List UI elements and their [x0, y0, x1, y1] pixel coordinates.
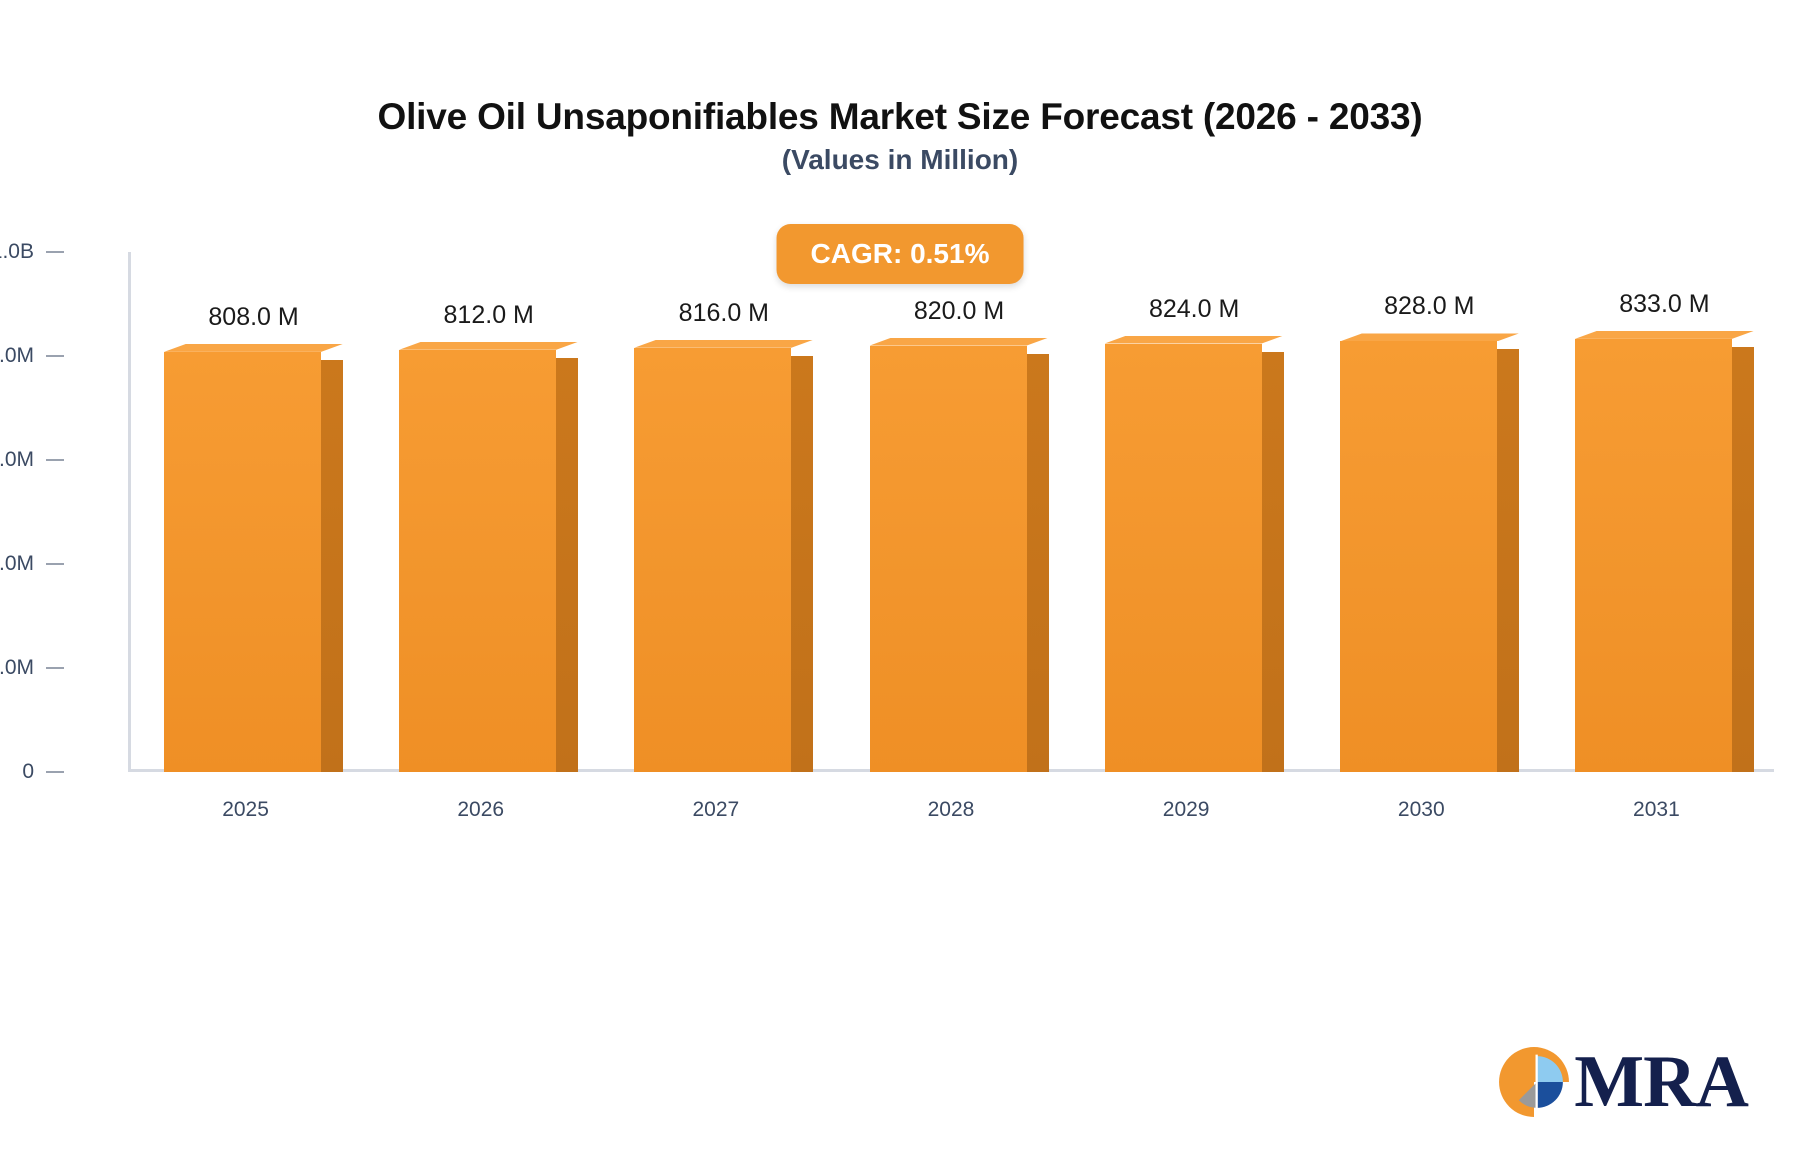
chart-subtitle: (Values in Million) — [781, 144, 1019, 175]
bar-top-face — [634, 339, 814, 348]
x-axis-tick-label: 2030 — [1397, 798, 1445, 821]
x-axis-tick-label: 2031 — [1633, 798, 1680, 821]
y-axis-tick-label: 800.0M — [0, 344, 64, 368]
bar-front-face — [869, 345, 1027, 772]
bar-side-face — [1261, 351, 1284, 772]
bar-front-face — [164, 351, 322, 772]
bar-series: 808.0 M 812.0 M 816.0 M 820.0 M 824.0 M 828.0… — [128, 252, 1774, 772]
bar-top-face — [399, 341, 579, 350]
bar-side-face — [321, 359, 344, 772]
y-axis-tick-label: 0 — [0, 760, 64, 784]
y-tick-mark — [46, 563, 64, 566]
bar-side-face — [791, 355, 814, 772]
bar-side-face — [1731, 346, 1754, 772]
bar-front-face — [634, 347, 792, 772]
y-tick-text: 200.0M — [0, 656, 34, 679]
cagr-badge: CAGR: 0.51% — [776, 224, 1024, 284]
y-axis-tick-label: 200.0M — [0, 656, 64, 680]
y-tick-text: 1.0B — [0, 240, 34, 263]
bar-front-face — [1574, 338, 1732, 772]
bar[interactable] — [1339, 333, 1519, 772]
x-axis-tick-label: 2026 — [457, 798, 505, 821]
page-title: Olive Oil Unsaponifiables Market Size Fo… — [377, 96, 1423, 137]
bar[interactable] — [1104, 335, 1284, 772]
y-tick-mark — [46, 459, 64, 462]
y-tick-mark — [46, 355, 64, 358]
bar[interactable] — [399, 341, 579, 772]
y-tick-text: 0 — [22, 760, 34, 783]
bar-top-face — [164, 343, 344, 352]
bar-value-label: 828.0 M — [1384, 292, 1475, 321]
bar-side-face — [556, 357, 579, 772]
bar-top-face — [1574, 330, 1754, 339]
bar-top-face — [1104, 335, 1284, 344]
bar-value-label: 833.0 M — [1619, 289, 1710, 318]
y-axis-tick-label: 600.0M — [0, 448, 64, 472]
bar[interactable] — [634, 339, 814, 772]
bar-front-face — [399, 349, 557, 772]
y-tick-mark — [46, 667, 64, 670]
logo: MRA — [1496, 1041, 1749, 1123]
bar-value-label: 808.0 M — [208, 302, 299, 331]
bar-front-face — [1339, 341, 1497, 772]
bar-value-label: 820.0 M — [913, 296, 1005, 325]
bar-value-label: 824.0 M — [1148, 294, 1240, 323]
y-tick-text: 600.0M — [0, 448, 34, 471]
bar-value-label: 812.0 M — [443, 300, 534, 329]
y-tick-text: 400.0M — [0, 552, 34, 575]
x-axis-tick-label: 2027 — [692, 798, 740, 821]
bar[interactable] — [1574, 330, 1754, 772]
bar[interactable] — [164, 343, 344, 772]
bar[interactable] — [869, 337, 1049, 772]
bar-top-face — [869, 337, 1049, 346]
y-tick-mark — [46, 771, 64, 774]
y-axis-tick-label: 1.0B — [0, 240, 64, 264]
y-tick-text: 800.0M — [0, 344, 34, 367]
plot-area: 0 200.0M 400.0M 600.0M 800.0M 1.0B 808.0 M 812… — [0, 240, 1774, 783]
x-axis-tick-label: 2028 — [927, 798, 975, 821]
y-tick-mark — [46, 251, 64, 254]
y-axis-tick-label: 400.0M — [0, 552, 64, 576]
pie-chart-icon — [1499, 1047, 1570, 1117]
y-axis-line — [128, 252, 131, 772]
bar-front-face — [1104, 343, 1262, 772]
logo-text: MRA — [1574, 1041, 1749, 1123]
x-axis-tick-label: 2029 — [1162, 798, 1210, 821]
x-axis-tick-label: 2025 — [222, 798, 269, 821]
bar-side-face — [1496, 349, 1519, 772]
bar-value-label: 816.0 M — [678, 298, 770, 327]
bar-top-face — [1339, 333, 1519, 342]
bar-side-face — [1026, 353, 1049, 772]
